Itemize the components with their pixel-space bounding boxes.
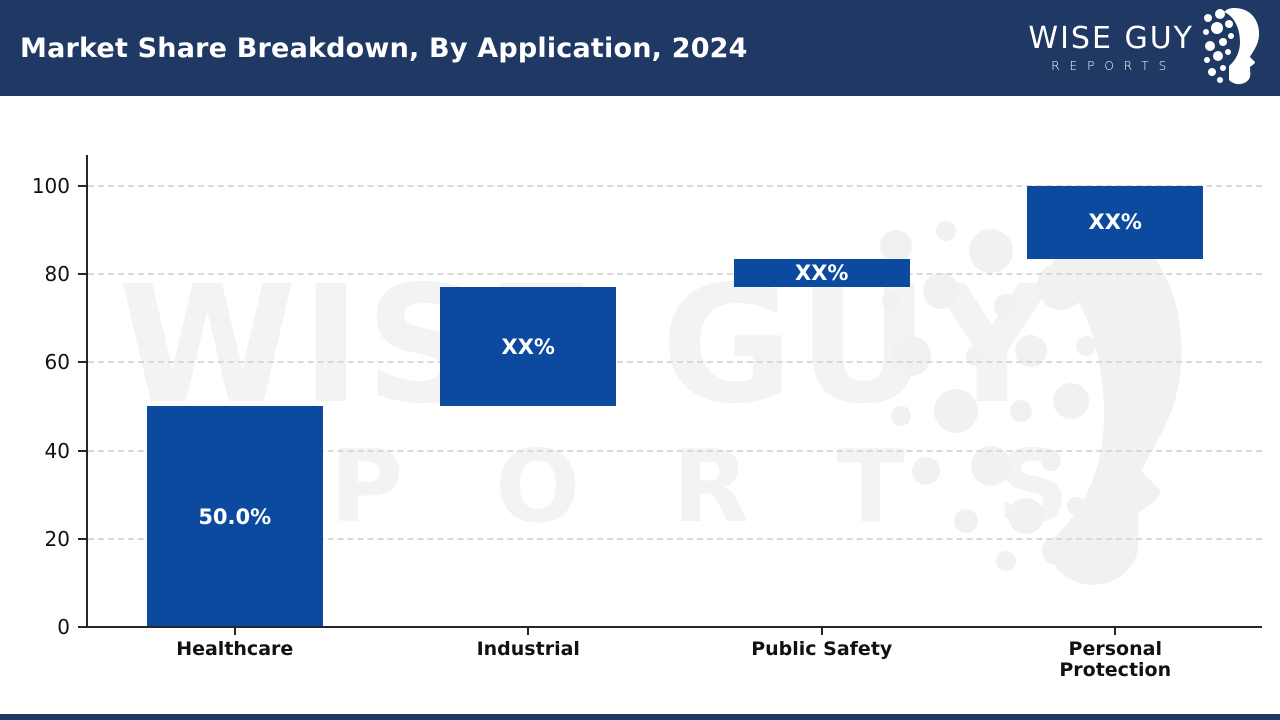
bar-industrial: XX% (440, 287, 617, 407)
y-tick-label-100: 100 (31, 173, 70, 198)
wise-guy-logo: WISE GUY REPORTS (1028, 6, 1262, 90)
plot-area: 50.0% XX% XX% XX% (88, 155, 1262, 627)
x-category-label: Healthcare (176, 638, 294, 660)
x-axis-labels: Healthcare Industrial Public Safety Persona… (88, 639, 1262, 699)
bar-value-label: XX% (501, 334, 555, 359)
x-tick-mark (1114, 628, 1117, 635)
x-category-label: Public Safety (751, 638, 893, 660)
header: Market Share Breakdown, By Application, … (0, 0, 1280, 96)
gridline-20 (88, 537, 1262, 540)
x-category-label: Industrial (476, 638, 580, 660)
x-axis-line (86, 626, 1262, 628)
y-tick-label-20: 20 (44, 526, 70, 551)
bar-healthcare: 50.0% (146, 406, 323, 627)
y-tick-mark-60 (78, 361, 86, 364)
x-tick-mark (233, 628, 236, 635)
gridline-60 (88, 361, 1262, 364)
y-tick-mark-40 (78, 449, 86, 452)
gridline-40 (88, 449, 1262, 452)
y-axis-line (86, 155, 88, 628)
logo-subtitle: REPORTS (1051, 58, 1177, 73)
y-tick-mark-80 (78, 273, 86, 276)
gridline-80 (88, 273, 1262, 276)
x-tick-mark (820, 628, 823, 635)
x-tick-mark (527, 628, 530, 635)
y-tick-label-0: 0 (57, 615, 70, 639)
bar-value-label: 50.0% (198, 504, 272, 529)
y-axis: 0 20 40 60 80 100 (0, 155, 88, 639)
bar-value-label: XX% (1088, 210, 1142, 235)
y-tick-label-80: 80 (44, 262, 70, 287)
page-title: Market Share Breakdown, By Application, … (20, 32, 748, 64)
y-tick-label-60: 60 (44, 350, 70, 375)
y-tick-label-40: 40 (44, 438, 70, 463)
y-tick-mark-20 (78, 537, 86, 540)
footer-bar (0, 714, 1280, 720)
logo-text: WISE GUY REPORTS (1028, 20, 1194, 73)
y-tick-mark-0 (78, 626, 86, 628)
logo-wordmark: WISE GUY (1028, 20, 1194, 56)
logo-dots-face-icon (1200, 6, 1262, 90)
bar-value-label: XX% (795, 260, 849, 285)
y-tick-mark-100 (78, 184, 86, 187)
bar-public-safety: XX% (733, 258, 910, 288)
bar-personal-protection: XX% (1027, 185, 1204, 259)
gridline-100 (88, 184, 1262, 187)
x-category-label: Personal Protection (1059, 638, 1172, 681)
